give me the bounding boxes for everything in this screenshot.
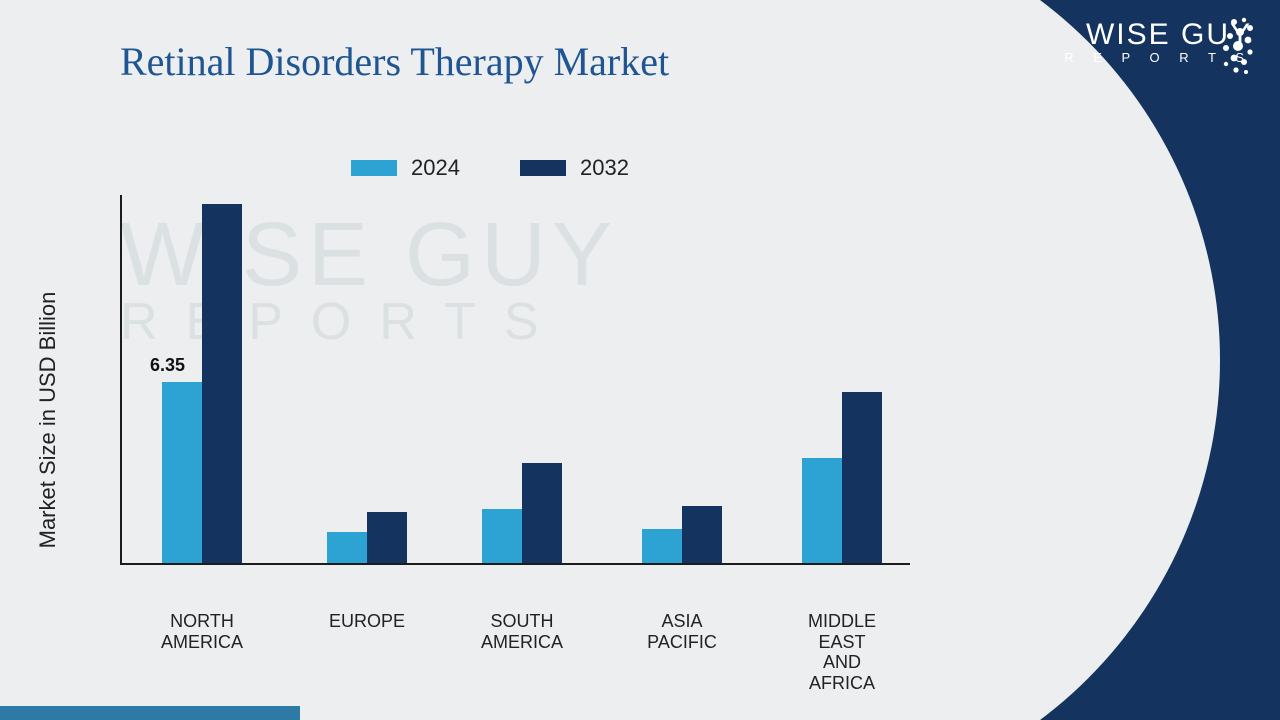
bar-group [642, 506, 722, 563]
bar-2032 [522, 463, 562, 563]
category-label: ASIAPACIFIC [612, 611, 752, 652]
legend-label-2024: 2024 [411, 155, 460, 181]
legend-item-2024: 2024 [351, 155, 460, 181]
bar-2024 [327, 532, 367, 563]
chart-title: Retinal Disorders Therapy Market [120, 38, 669, 85]
legend: 2024 2032 [60, 155, 920, 181]
bar-2032 [202, 204, 242, 563]
brand-head-icon [1190, 12, 1260, 82]
legend-swatch-2024 [351, 160, 397, 176]
bar-group [802, 392, 882, 563]
chart-area: 2024 2032 Market Size in USD Billion NOR… [60, 155, 920, 685]
bar-2032 [367, 512, 407, 563]
legend-label-2032: 2032 [580, 155, 629, 181]
bar-2032 [842, 392, 882, 563]
right-brand-panel [960, 0, 1280, 720]
bar-2024 [162, 382, 202, 563]
plot-region: NORTHAMERICA6.35EUROPESOUTHAMERICAASIAPA… [120, 195, 910, 565]
bar-2024 [482, 509, 522, 563]
page-root: WISE GUY R E P O R T S WISE GUY REPORTS … [0, 0, 1280, 720]
category-label: SOUTHAMERICA [452, 611, 592, 652]
legend-item-2032: 2032 [520, 155, 629, 181]
bar-2024 [642, 529, 682, 563]
legend-swatch-2032 [520, 160, 566, 176]
bar-value-label: 6.35 [150, 355, 185, 376]
footer-accent-strip [0, 706, 300, 720]
category-label: EUROPE [297, 611, 437, 632]
category-label: MIDDLEEASTANDAFRICA [772, 611, 912, 694]
y-axis-label: Market Size in USD Billion [35, 292, 61, 549]
bar-2032 [682, 506, 722, 563]
bar-group [162, 204, 242, 563]
brand-logo: WISE GUY R E P O R T S [1064, 18, 1252, 65]
bar-group [327, 512, 407, 563]
category-label: NORTHAMERICA [132, 611, 272, 652]
bar-2024 [802, 458, 842, 563]
bar-group [482, 463, 562, 563]
